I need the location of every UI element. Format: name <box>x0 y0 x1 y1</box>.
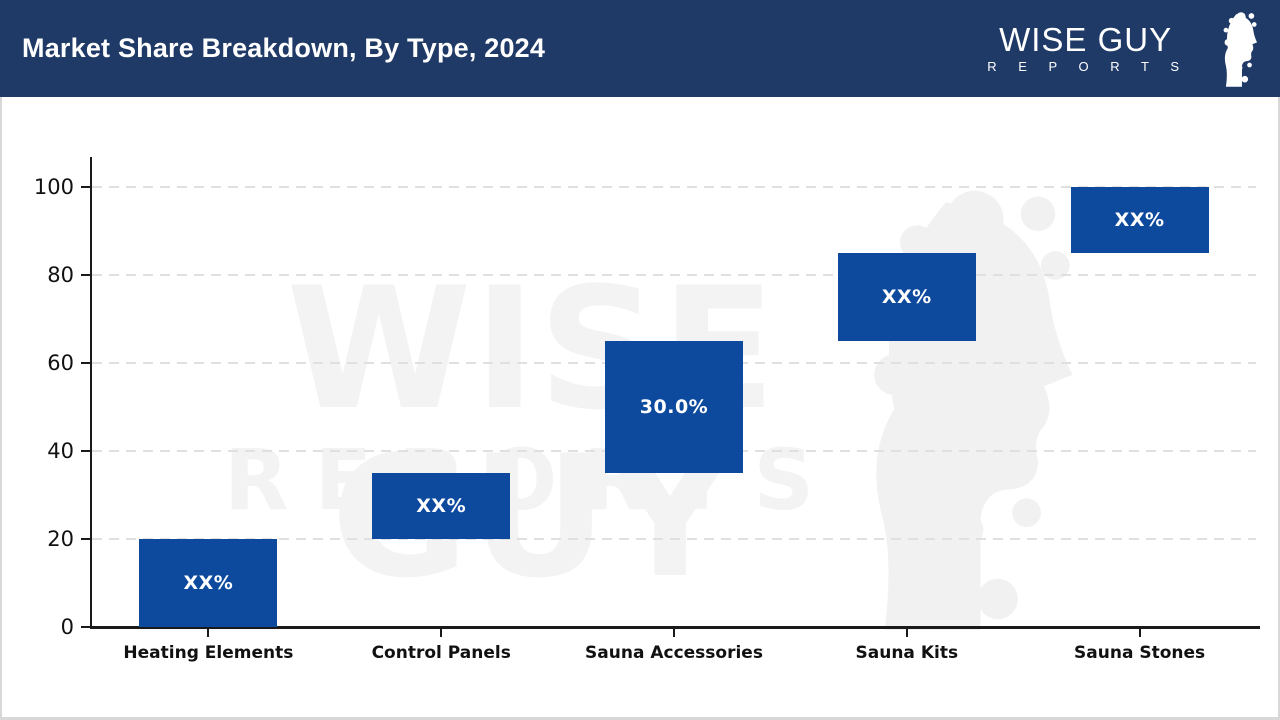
x-tick-3 <box>905 628 908 637</box>
bar-segment: XX% <box>837 253 976 341</box>
y-axis-line <box>90 157 92 627</box>
x-axis-label: Heating Elements <box>123 643 294 663</box>
y-tick-80 <box>81 274 90 276</box>
x-tick-0 <box>207 628 210 637</box>
bar-value-label: XX% <box>416 495 467 517</box>
y-tick-40 <box>81 450 90 452</box>
bar-value-label: XX% <box>1114 209 1165 231</box>
wiseguy-head-icon <box>1223 11 1258 87</box>
bar-segment: XX% <box>372 473 511 539</box>
wiseguy-logo: WISE GUY R E P O R T S <box>983 10 1258 88</box>
bar-value-label: XX% <box>881 286 932 308</box>
y-tick-label-40: 40 <box>47 439 74 463</box>
logo-secondary-text: R E P O R T S <box>987 59 1188 75</box>
x-axis-label: Sauna Accessories <box>585 643 763 663</box>
x-tick-4 <box>1138 628 1141 637</box>
y-tick-label-100: 100 <box>33 175 74 199</box>
gridline-20 <box>92 538 1256 540</box>
x-axis-line <box>90 626 1260 629</box>
x-axis-label: Sauna Kits <box>855 643 959 663</box>
page-title: Market Share Breakdown, By Type, 2024 <box>22 33 546 63</box>
y-tick-0 <box>81 626 90 628</box>
header-banner: Market Share Breakdown, By Type, 2024 WI… <box>0 0 1280 97</box>
y-tick-label-20: 20 <box>47 527 74 551</box>
bar-segment: XX% <box>1070 187 1209 253</box>
bar-segment: 30.0% <box>605 341 743 473</box>
y-tick-label-0: 0 <box>60 615 74 639</box>
x-axis-label: Sauna Stones <box>1074 643 1206 663</box>
bar-segment: XX% <box>139 539 278 627</box>
y-tick-label-60: 60 <box>47 351 74 375</box>
y-tick-60 <box>81 362 90 364</box>
wiseguy-logo-text: WISE GUY R E P O R T S <box>983 20 1188 75</box>
y-tick-100 <box>81 186 90 188</box>
gridline-80 <box>92 274 1256 276</box>
logo-primary-text: WISE GUY <box>999 20 1173 58</box>
x-tick-1 <box>440 628 443 637</box>
x-tick-2 <box>673 628 675 637</box>
y-tick-label-80: 80 <box>47 263 74 287</box>
x-axis-label: Control Panels <box>371 643 511 663</box>
gridline-100 <box>92 186 1256 188</box>
bar-chart-plot-area: 0 20 40 60 80 100 XX% Heating Elements XX% Contro… <box>34 157 1260 663</box>
y-tick-20 <box>81 538 90 540</box>
bar-value-label: XX% <box>183 572 234 594</box>
bar-value-label: 30.0% <box>639 396 709 418</box>
